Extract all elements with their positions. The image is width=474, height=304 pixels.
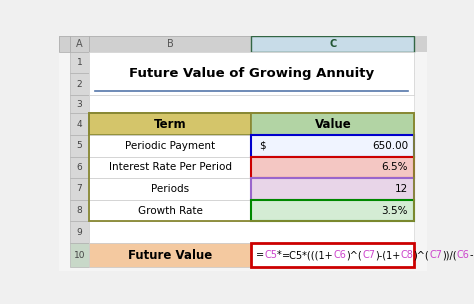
Text: 1: 1 (76, 58, 82, 67)
Text: C8: C8 (401, 250, 413, 260)
Bar (70, 36, 89, 52)
Bar (70, 74, 89, 95)
Bar (89, 200, 251, 221)
Bar (59, 36, 427, 52)
Text: Interest Rate Per Period: Interest Rate Per Period (109, 162, 232, 172)
Text: 6.5%: 6.5% (382, 162, 408, 172)
Bar (89, 113, 251, 135)
Bar (89, 95, 414, 113)
Text: 10: 10 (73, 251, 85, 260)
Text: =C5*(((1+: =C5*(((1+ (282, 250, 334, 260)
Text: 3: 3 (76, 100, 82, 109)
Bar (251, 36, 414, 52)
Text: 4: 4 (77, 120, 82, 129)
Bar (251, 135, 414, 157)
Text: C6: C6 (334, 250, 346, 260)
Text: 6: 6 (76, 163, 82, 172)
Text: C5: C5 (264, 250, 277, 260)
Text: 8: 8 (76, 206, 82, 215)
Text: Growth Rate: Growth Rate (137, 206, 202, 216)
Text: A: A (76, 39, 82, 49)
Bar (89, 113, 414, 135)
Bar (89, 36, 251, 52)
Text: ))/(: ))/( (442, 250, 457, 260)
Bar (70, 178, 89, 200)
Text: Future Value: Future Value (128, 249, 212, 262)
Bar (89, 221, 414, 243)
Bar (70, 221, 89, 243)
Text: 7: 7 (76, 185, 82, 193)
Bar (89, 157, 414, 178)
Bar (89, 200, 414, 221)
Text: C: C (329, 39, 337, 49)
Text: *: * (277, 250, 282, 260)
Bar (89, 52, 414, 74)
Text: 9: 9 (76, 228, 82, 237)
Text: Value: Value (314, 118, 351, 131)
Text: $: $ (259, 141, 266, 151)
Bar (70, 52, 89, 74)
Text: 2: 2 (77, 80, 82, 89)
Text: -: - (470, 250, 473, 260)
Bar (89, 74, 414, 95)
Bar (89, 178, 251, 200)
Bar (251, 200, 414, 221)
Text: 650.00: 650.00 (372, 141, 408, 151)
Bar (89, 243, 414, 268)
Text: Periods: Periods (151, 184, 189, 194)
Text: 12: 12 (395, 184, 408, 194)
Bar (251, 113, 414, 135)
Text: Future Value of Growing Annuity: Future Value of Growing Annuity (129, 67, 374, 80)
Text: =: = (256, 250, 264, 260)
Text: Term: Term (154, 118, 186, 131)
Text: B: B (167, 39, 173, 49)
Bar (89, 157, 251, 178)
Bar (59, 36, 70, 52)
Bar (89, 135, 414, 157)
Bar (89, 243, 251, 268)
Bar (70, 200, 89, 221)
Bar (70, 113, 89, 135)
Bar (89, 113, 414, 221)
Bar (70, 135, 89, 157)
Text: Periodic Payment: Periodic Payment (125, 141, 215, 151)
Text: )-(1+: )-(1+ (375, 250, 401, 260)
Text: C7: C7 (429, 250, 442, 260)
Bar (89, 135, 251, 157)
Text: 5: 5 (76, 141, 82, 150)
Bar (251, 157, 414, 178)
Bar (251, 243, 414, 268)
Text: C7: C7 (362, 250, 375, 260)
Bar (70, 157, 89, 178)
Bar (251, 178, 414, 200)
Bar (70, 243, 89, 268)
Text: C8: C8 (473, 250, 474, 260)
Text: C6: C6 (457, 250, 470, 260)
Bar (70, 95, 89, 113)
Text: )^(: )^( (346, 250, 362, 260)
Text: 3.5%: 3.5% (382, 206, 408, 216)
Text: )^(: )^( (413, 250, 429, 260)
Bar (89, 178, 414, 200)
Bar (89, 52, 414, 95)
